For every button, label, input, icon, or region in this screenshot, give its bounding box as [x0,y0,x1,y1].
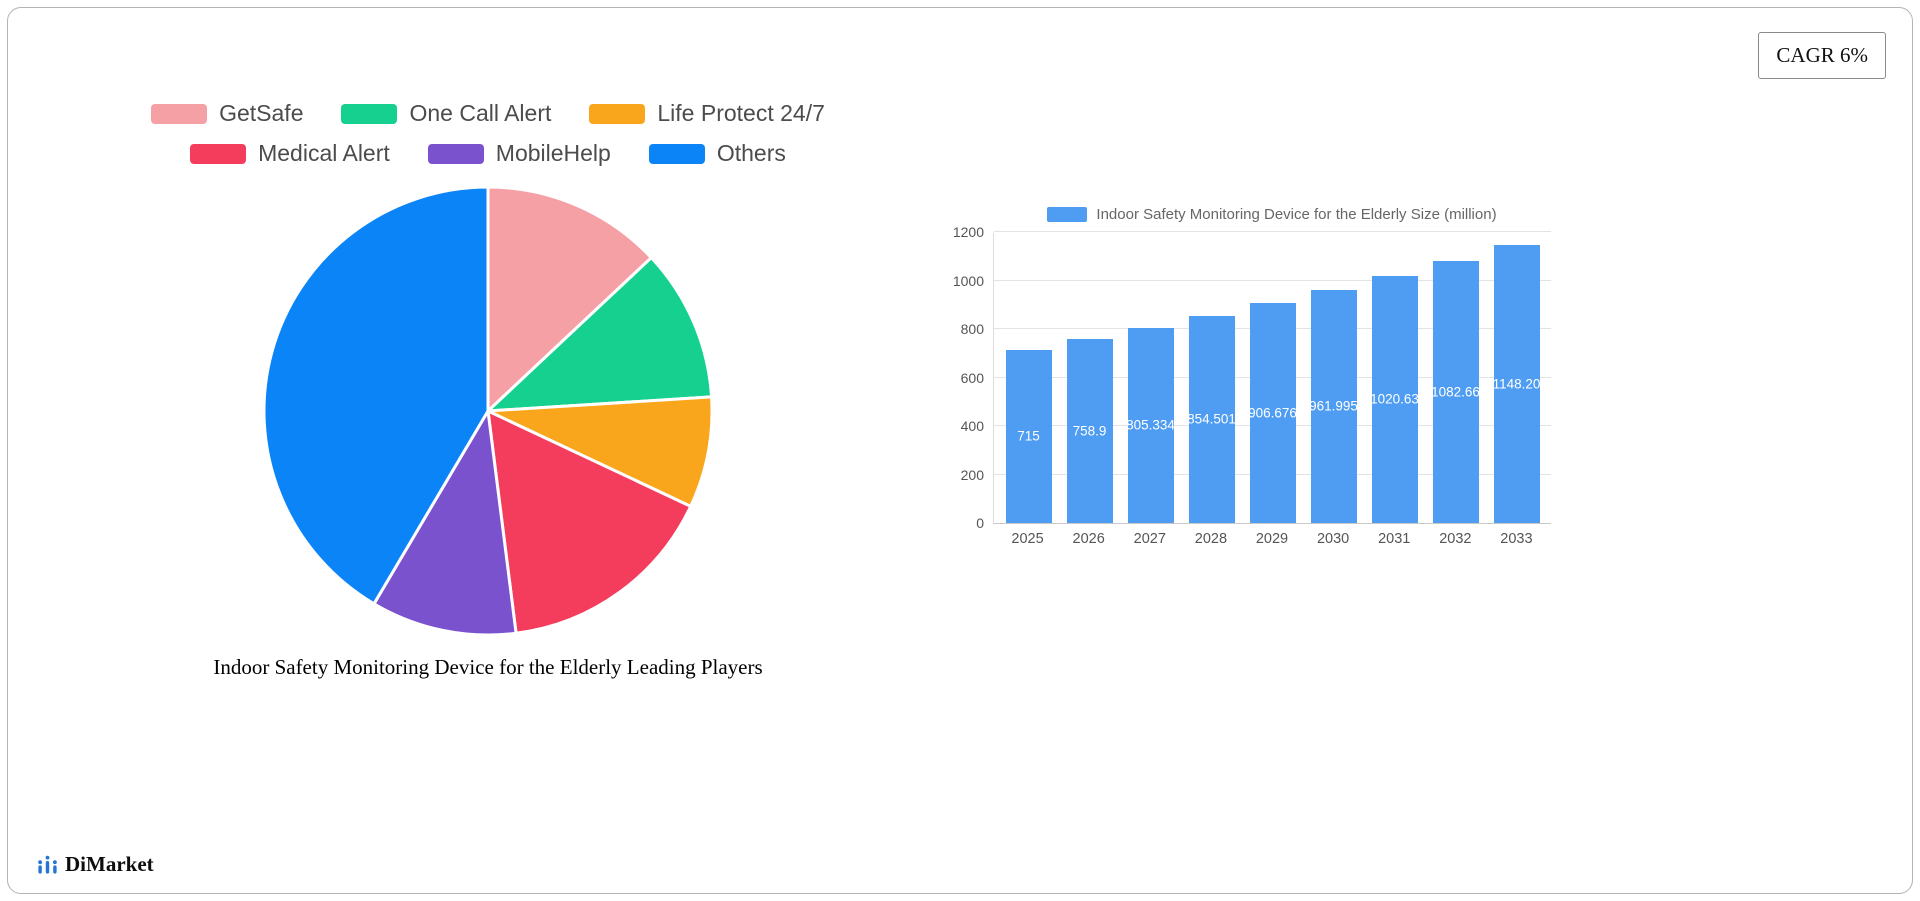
bar-2026: 758.9 [1066,339,1113,523]
y-tick-label: 1000 [952,272,984,289]
bar-2028: 854.501 [1187,315,1236,523]
legend-item-others: Others [648,140,786,167]
bar-value-label: 906.676 [1248,405,1297,421]
x-tick-label: 2032 [1439,531,1472,547]
bar-chart-legend: Indoor Safety Monitoring Device for the … [993,206,1551,223]
bar-slot: 715 [998,233,1059,523]
pie-slice-medical-alert [486,409,693,635]
x-axis-labels: 2025 2026 2027 2028 2029 2030 2031 2032 2033 [993,531,1551,547]
pie-slice-one-call-alert [486,256,714,413]
legend-swatch [341,103,398,124]
bar-2029: 906.676 [1248,303,1297,523]
pie-chart [128,181,848,641]
bar-value-label: 1082.66 [1431,384,1480,400]
y-tick-label: 600 [960,369,984,386]
bar-slot: 1148.20 [1486,233,1547,523]
bar-slot: 961.995 [1303,233,1364,523]
pie-slice-life-protect-24-7 [486,395,714,508]
x-tick-label: 2033 [1500,531,1533,547]
legend-swatch [427,143,484,164]
bars-row: 715 758.9 805.334 854.501 906.676 961.995 1020… [994,233,1551,523]
bar-slot: 1020.63 [1364,233,1425,523]
bar-chart-plot: 0 200 400 600 800 1000 1200 715 758.9 805.334 854… [953,224,1551,531]
bar-slot: 906.676 [1242,233,1303,523]
bar-2025: 715 [1005,349,1052,523]
y-tick-label: 400 [960,418,984,434]
x-tick-label: 2029 [1255,531,1289,547]
bar-slot: 805.334 [1120,233,1181,523]
pie-legend: GetSafe One Call Alert Life Protect 24/7 Me… [128,100,848,167]
x-tick-label: 2030 [1316,531,1350,547]
legend-item-medical-alert: Medical Alert [190,140,390,167]
bar-2030: 961.995 [1309,289,1358,523]
x-tick-label: 2025 [1011,531,1044,547]
bar-2031: 1020.63 [1370,275,1419,523]
pie-slice-others [262,185,490,606]
bar-value-label: 805.334 [1126,417,1175,433]
legend-label: GetSafe [219,100,304,126]
pie-chart-title: Indoor Safety Monitoring Device for the … [213,655,763,679]
legend-item-one-call-alert: One Call Alert [341,100,551,127]
bar-value-label: 854.501 [1187,411,1236,427]
bar-value-label: 1148.20 [1492,376,1541,392]
y-tick-label: 800 [960,321,984,337]
legend-swatch [589,103,646,124]
bar-2032: 1082.66 [1431,260,1480,523]
legend-item-mobilehelp: MobileHelp [427,140,611,167]
x-tick-label: 2031 [1378,531,1411,547]
bar-slot: 1082.66 [1425,233,1486,523]
legend-label: Others [716,140,786,166]
legend-label: One Call Alert [409,100,552,126]
bar-slot: 758.9 [1059,233,1120,523]
pie-slice-mobilehelp [372,409,518,637]
bar-value-label: 961.995 [1309,398,1358,414]
gridline [994,279,1551,281]
pie-legend-row: GetSafe One Call Alert Life Protect 24/7 [128,100,848,127]
pie-chart-section: GetSafe One Call Alert Life Protect 24/7 Me… [128,100,848,680]
bar-value-label: 758.9 [1072,423,1107,439]
dimarket-logo: DiMarket [36,852,154,877]
legend-label: MobileHelp [495,140,611,166]
x-tick-label: 2026 [1072,531,1105,547]
pie-legend-row: Medical Alert MobileHelp Others [128,140,848,167]
bar-legend-label: Indoor Safety Monitoring Device for the … [1096,206,1497,223]
legend-item-getsafe: GetSafe [151,100,303,127]
y-tick-label: 1200 [952,224,984,240]
legend-swatch [151,103,208,124]
bar-2027: 805.334 [1126,327,1175,523]
y-tick-label: 200 [960,466,984,483]
x-tick-label: 2028 [1194,531,1228,547]
x-tick-label: 2027 [1133,531,1166,547]
dimarket-logo-text: DiMarket [65,852,154,876]
bar-slot: 854.501 [1181,233,1242,523]
bar-value-label: 715 [1017,428,1040,444]
legend-swatch [648,143,705,164]
legend-item-life-protect-24-7: Life Protect 24/7 [589,100,825,127]
bar-2033: 1148.20 [1492,244,1541,523]
bar-legend-swatch [1047,207,1088,222]
legend-label: Life Protect 24/7 [657,100,825,126]
bar-value-label: 1020.63 [1370,391,1419,407]
pie-chart-svg [262,185,714,637]
gridline [994,231,1551,232]
legend-label: Medical Alert [258,140,390,166]
report-card: CAGR 6% GetSafe One Call Alert Life Protec… [7,7,1913,894]
bar-chart-section: Indoor Safety Monitoring Device for the … [913,206,1593,547]
y-tick-label: 0 [976,515,984,531]
pie-slice-getsafe [486,185,653,413]
cagr-badge: CAGR 6% [1758,32,1886,79]
legend-swatch [190,143,247,164]
dimarket-logo-icon [38,855,57,874]
